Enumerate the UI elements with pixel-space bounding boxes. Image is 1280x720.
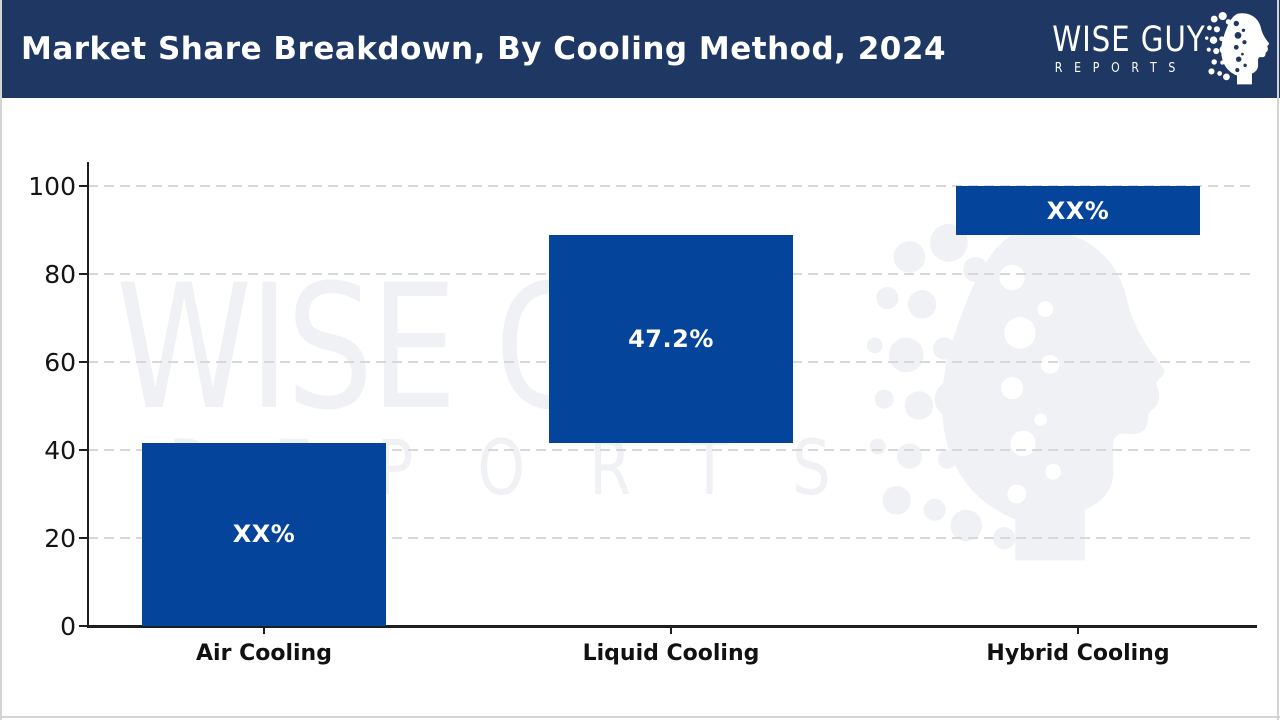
category-label: Liquid Cooling	[582, 641, 760, 666]
y-axis	[87, 162, 89, 627]
page-border-bottom	[0, 716, 1280, 718]
bar-value-label: 47.2%	[628, 325, 714, 354]
category-label: Air Cooling	[196, 641, 332, 666]
x-axis-tick	[670, 628, 672, 634]
y-tick-label: 0	[60, 612, 76, 641]
bar-air-cooling: XX%	[142, 442, 386, 626]
page-title: Market Share Breakdown, By Cooling Metho…	[21, 31, 947, 67]
page-border-left	[0, 0, 2, 720]
y-tick-label: 80	[44, 260, 76, 289]
bar-hybrid-cooling: XX%	[956, 186, 1200, 236]
gridline	[88, 537, 1255, 539]
y-tick-label: 20	[44, 524, 76, 553]
x-axis	[87, 625, 1257, 628]
y-axis-tick	[79, 449, 87, 451]
category-label: Hybrid Cooling	[986, 641, 1170, 666]
y-axis-tick	[79, 361, 87, 363]
gridline	[88, 449, 1255, 451]
y-axis-tick	[79, 185, 87, 187]
bar-value-label: XX%	[1046, 196, 1110, 225]
page-border-right	[1277, 0, 1279, 720]
y-tick-label: 60	[44, 348, 76, 377]
y-tick-label: 40	[44, 436, 76, 465]
logo-text: WISE GUY REPORTS	[1053, 22, 1206, 76]
y-axis-tick	[79, 625, 87, 627]
bar-liquid-cooling: 47.2%	[549, 235, 793, 443]
head-logo-icon	[1205, 11, 1270, 85]
head-watermark-icon	[866, 223, 1165, 561]
x-axis-tick	[263, 628, 265, 634]
logo-reports-text: REPORTS	[1055, 60, 1188, 76]
bar-value-label: XX%	[232, 520, 296, 549]
x-axis-tick	[1077, 628, 1079, 634]
header-bar: Market Share Breakdown, By Cooling Metho…	[0, 0, 1280, 98]
wise-guy-reports-logo: WISE GUY REPORTS	[1023, 4, 1272, 94]
gridline	[88, 185, 1255, 187]
y-tick-label: 100	[28, 172, 76, 201]
y-axis-tick	[79, 537, 87, 539]
logo-wordmark: WISE GUY	[1052, 20, 1206, 61]
y-axis-tick	[79, 273, 87, 275]
